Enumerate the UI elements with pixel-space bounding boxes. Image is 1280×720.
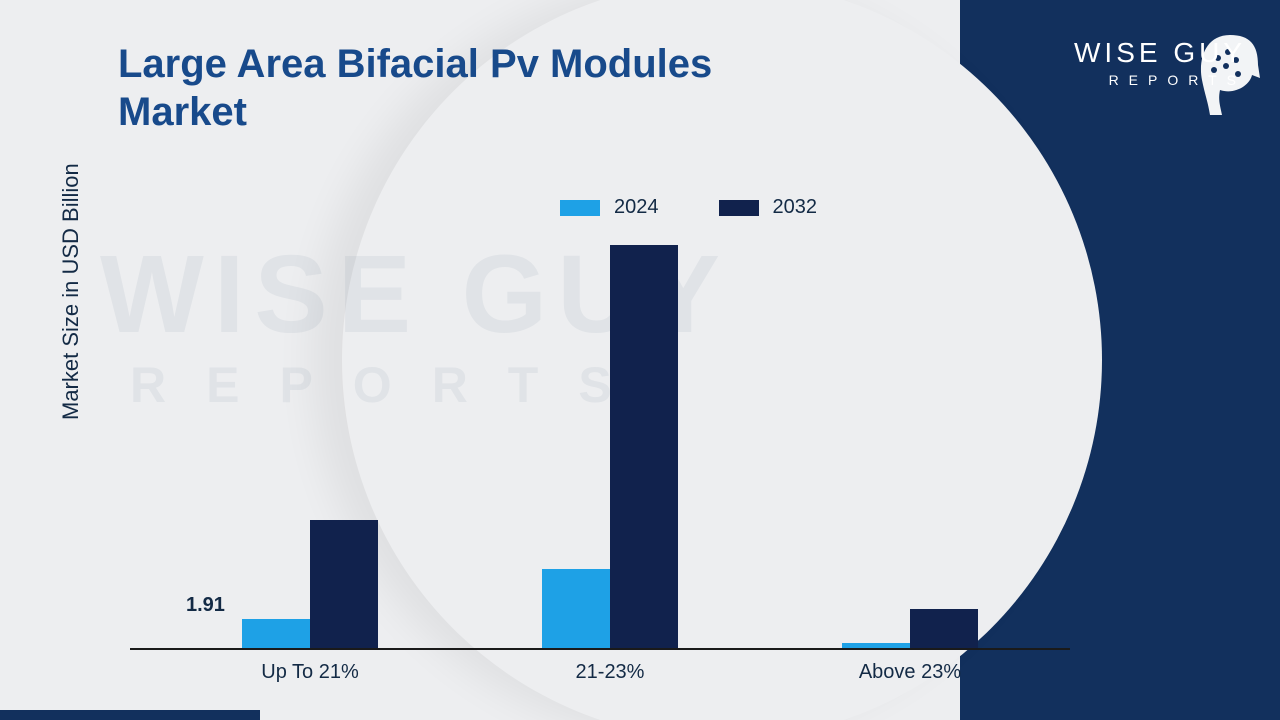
bar (542, 569, 610, 648)
bar (842, 643, 910, 648)
legend-item-2024: 2024 (560, 196, 659, 219)
bar-pair (510, 230, 710, 648)
legend-swatch-2032 (719, 200, 759, 216)
brand-sub: REPORTS (1074, 73, 1246, 88)
x-tick-label: 21-23% (510, 661, 710, 684)
y-axis-label: Market Size in USD Billion (58, 163, 84, 420)
brand-name: WISE GUY (1074, 37, 1246, 68)
data-label: 1.91 (186, 594, 225, 617)
x-tick-label: Up To 21% (210, 661, 410, 684)
bar (310, 520, 378, 648)
legend: 2024 2032 (560, 196, 817, 219)
infographic-canvas: WISE GUY REPORTS WISE GUY REPORTS Large … (0, 0, 1280, 720)
bar-pair (210, 230, 410, 648)
legend-item-2032: 2032 (719, 196, 818, 219)
bar-pair (810, 230, 1010, 648)
bar (910, 609, 978, 648)
x-tick-label: Above 23% (810, 661, 1010, 684)
bar (610, 245, 678, 648)
plot-area: Up To 21%21-23%Above 23%1.91 (130, 230, 1070, 650)
legend-label-2032: 2032 (773, 196, 818, 219)
brand-logo: WISE GUY REPORTS (1074, 38, 1246, 88)
bar (242, 619, 310, 649)
legend-label-2024: 2024 (614, 196, 659, 219)
x-axis-line (130, 648, 1070, 650)
bottom-accent-bar (0, 710, 260, 720)
chart-title: Large Area Bifacial Pv Modules Market (118, 40, 798, 136)
legend-swatch-2024 (560, 200, 600, 216)
